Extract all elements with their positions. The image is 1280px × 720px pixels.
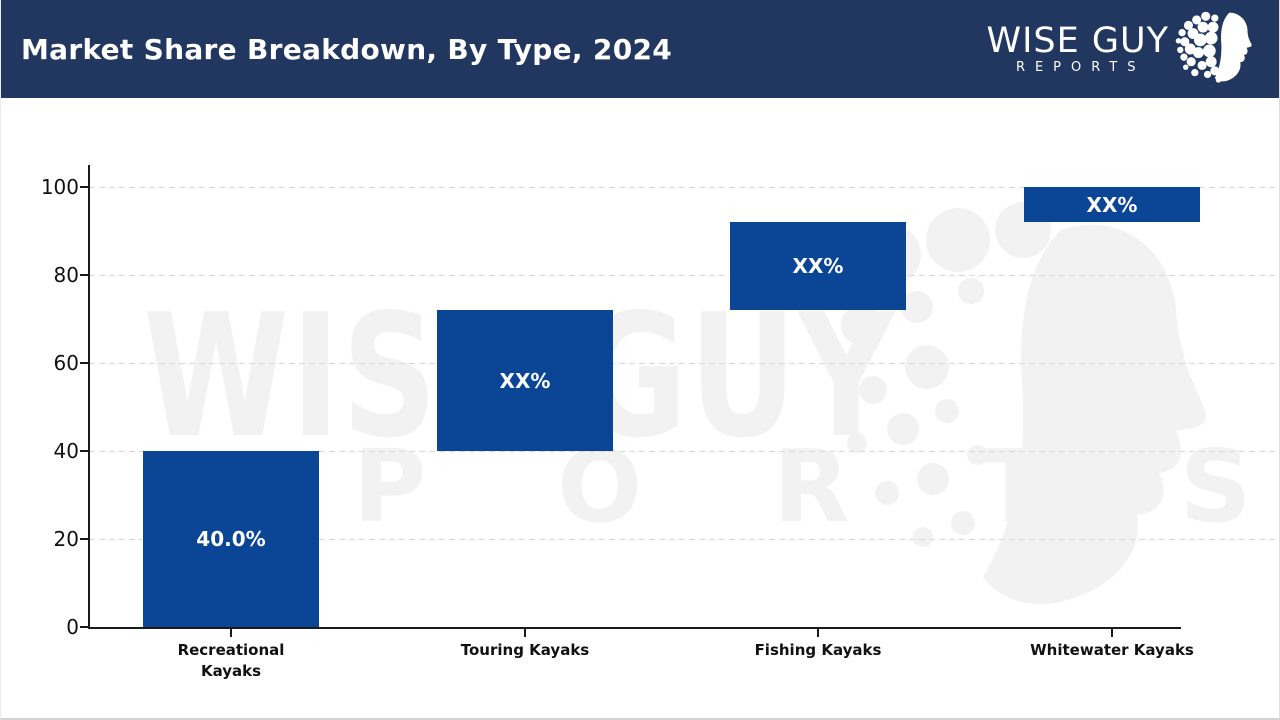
y-tick-label: 80: [53, 263, 79, 287]
logo-text: WISE GUY REPORTS: [986, 23, 1169, 75]
page-title: Market Share Breakdown, By Type, 2024: [21, 32, 673, 66]
y-tick-label: 60: [53, 351, 79, 375]
y-tick-mark: [80, 626, 89, 628]
y-tick-label: 20: [53, 527, 79, 551]
logo-face-icon: [1175, 11, 1252, 83]
bar-3: XX%: [730, 222, 906, 310]
gridline-20: [89, 539, 1279, 540]
bar-4: XX%: [1024, 187, 1200, 222]
wise-guy-logo: WISE GUY REPORTS: [986, 6, 1253, 92]
gridline-100: [89, 187, 1279, 188]
bar-value-label: XX%: [792, 254, 844, 278]
logo-subtitle: REPORTS: [1015, 60, 1146, 75]
x-tick-mark: [230, 629, 232, 637]
gridline-60: [89, 363, 1279, 364]
logo-wordmark: WISE GUY: [986, 21, 1169, 61]
x-tick-label: Fishing Kayaks: [754, 641, 882, 659]
watermark-face-icon: [841, 202, 1206, 605]
bar-2: XX%: [437, 310, 613, 451]
x-tick-mark: [1111, 629, 1113, 637]
gridline-80: [89, 275, 1279, 276]
y-tick-mark: [80, 186, 89, 188]
x-tick-mark: [817, 629, 819, 637]
bar-value-label: XX%: [1086, 192, 1138, 217]
bar-value-label: XX%: [499, 368, 551, 393]
y-tick-label: 0: [66, 615, 79, 639]
y-tick-mark: [80, 274, 89, 276]
y-tick-mark: [80, 538, 89, 540]
x-tick-label: Whitewater Kayaks: [1030, 641, 1194, 659]
x-axis: [88, 627, 1181, 629]
y-tick-label: 40: [53, 439, 79, 463]
x-tick-label: Touring Kayaks: [460, 641, 590, 659]
y-tick-label: 100: [40, 175, 79, 199]
gridline-40: [89, 451, 1279, 452]
bar-value-label: 40.0%: [196, 527, 266, 551]
y-axis: [88, 165, 90, 629]
bar-1: 40.0%: [143, 451, 319, 627]
y-tick-mark: [80, 450, 89, 452]
header-bar: Market Share Breakdown, By Type, 2024 WI…: [1, 0, 1279, 98]
x-tick-label: Recreational Kayaks: [177, 641, 285, 680]
y-tick-mark: [80, 362, 89, 364]
x-tick-mark: [524, 629, 526, 637]
